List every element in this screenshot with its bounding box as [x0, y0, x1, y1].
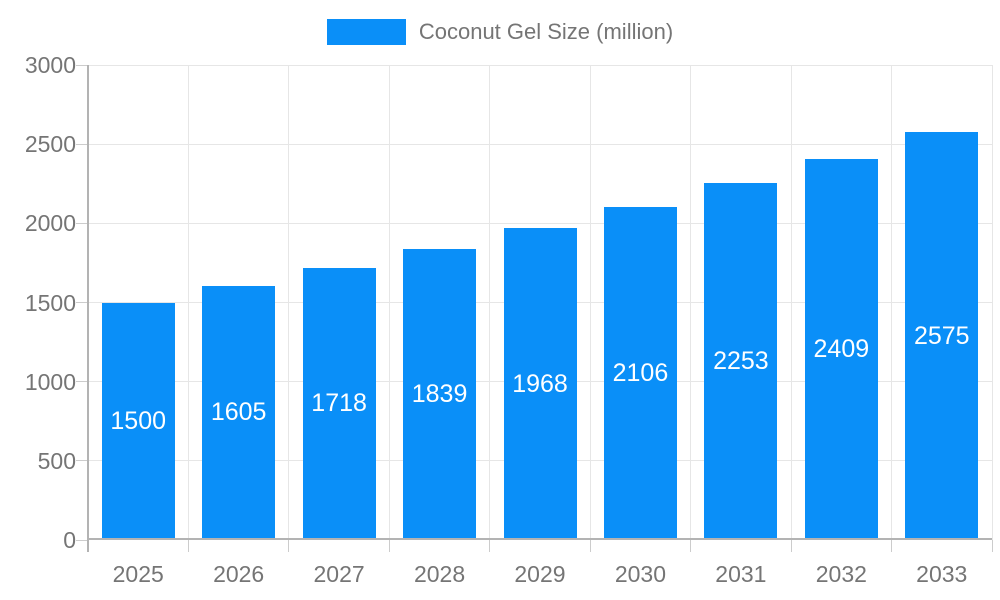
x-axis-label: 2030	[614, 561, 667, 587]
bar-value-label: 1605	[210, 398, 267, 427]
bar-value-label: 1839	[411, 379, 468, 408]
category-gridline	[288, 65, 290, 540]
bar-value-label: 2575	[913, 321, 970, 350]
x-axis-tick	[991, 540, 993, 552]
category-gridline	[690, 65, 692, 540]
bar: 1968	[503, 228, 577, 540]
x-axis-label: 2028	[413, 561, 466, 587]
bar-value-label: 1500	[110, 406, 167, 435]
legend-label: Coconut Gel Size (million)	[418, 19, 674, 44]
x-axis-tick	[187, 540, 189, 552]
bar: 2253	[704, 183, 778, 540]
category-gridline	[187, 65, 189, 540]
x-axis-baseline	[88, 538, 992, 540]
bar-value-label: 2409	[813, 334, 870, 363]
y-axis-tick	[76, 302, 88, 303]
x-axis-label: 2027	[313, 561, 365, 587]
x-axis-tick	[790, 540, 792, 552]
bar: 2575	[905, 132, 979, 540]
bar-value-label: 1718	[311, 389, 367, 418]
x-axis-tick	[891, 540, 893, 552]
bar-value-label: 2106	[612, 358, 669, 387]
category-gridline	[388, 65, 390, 540]
bar: 2409	[804, 158, 878, 540]
bar: 1718	[302, 267, 376, 540]
x-axis-label: 2029	[514, 561, 566, 587]
y-axis-label: 1500	[24, 289, 76, 316]
y-axis-tick	[76, 222, 88, 224]
y-axis-label: 500	[37, 447, 76, 474]
bar: 1839	[403, 248, 477, 540]
x-axis-label: 2026	[213, 561, 265, 587]
y-gridline	[88, 64, 992, 66]
y-axis-tick	[76, 64, 88, 66]
bar-value-label: 1968	[512, 369, 568, 398]
y-axis-label: 2500	[24, 131, 76, 158]
bar: 2106	[603, 206, 677, 540]
y-axis-label: 1000	[24, 368, 76, 395]
category-gridline	[991, 65, 993, 540]
x-axis-label: 2032	[815, 561, 867, 587]
category-gridline	[589, 65, 591, 540]
bar: 1605	[202, 285, 276, 540]
bar-value-label: 2253	[713, 347, 769, 376]
category-gridline	[489, 65, 491, 540]
y-axis-label: 2000	[24, 210, 76, 237]
x-axis-tick	[589, 540, 591, 552]
y-axis-line	[87, 65, 89, 552]
x-axis-tick	[288, 540, 290, 552]
y-axis-label: 0	[63, 527, 76, 553]
plot-area: 0 500 1000 1500 2000 2500 3000 2025 2026 2027 2028…	[25, 52, 993, 587]
y-axis-label: 3000	[24, 52, 76, 78]
chart-legend: Coconut Gel Size (million)	[0, 16, 1000, 48]
y-axis-tick	[76, 143, 88, 145]
y-axis-tick	[76, 539, 88, 541]
x-axis-tick	[489, 540, 491, 552]
x-axis-label: 2025	[112, 561, 164, 587]
y-gridline	[88, 143, 992, 145]
x-axis-tick	[388, 540, 390, 552]
x-axis-tick	[690, 540, 692, 552]
x-axis-label: 2031	[715, 561, 767, 587]
y-axis-tick	[76, 460, 88, 462]
bar: 1500	[101, 302, 175, 540]
x-axis-label: 2033	[916, 561, 968, 587]
legend-swatch	[326, 19, 406, 45]
category-gridline	[790, 65, 792, 540]
y-gridline	[88, 222, 992, 224]
category-gridline	[891, 65, 893, 540]
y-axis-tick	[76, 381, 88, 383]
